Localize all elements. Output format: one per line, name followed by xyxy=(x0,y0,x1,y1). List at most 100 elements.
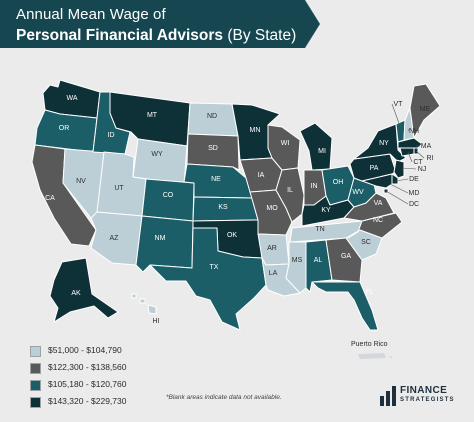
state-ma xyxy=(397,137,423,151)
leader-line-ri xyxy=(415,150,425,159)
legend-swatch xyxy=(30,346,41,357)
state-label-in: IN xyxy=(311,183,318,190)
state-label-mi: MI xyxy=(318,148,326,155)
leader-line-md xyxy=(389,183,409,194)
leader-lines xyxy=(385,103,425,205)
brand-name: FINANCE xyxy=(400,385,448,396)
state-label-ga: GA xyxy=(341,253,351,260)
footnote: *Blank areas indicate data not available… xyxy=(166,394,282,401)
title-banner: Annual Mean Wage of Personal Financial A… xyxy=(0,0,320,55)
state-label-tn: TN xyxy=(315,226,324,233)
state-ct xyxy=(399,147,415,157)
state-label-or: OR xyxy=(59,125,70,132)
state-label-ar: AR xyxy=(267,245,277,252)
state-label-az: AZ xyxy=(110,235,120,242)
finance-strategists-logo: FINANCE STRATEGISTS xyxy=(378,382,468,412)
state-label-dc: DC xyxy=(409,201,419,208)
state-label-hi: HI xyxy=(153,318,160,325)
states-layer xyxy=(31,79,441,331)
state-label-wv: WV xyxy=(352,189,364,196)
state-label-ky: KY xyxy=(321,207,331,214)
leader-line-ct xyxy=(407,151,413,163)
leader-line-dc xyxy=(385,190,409,205)
state-nj xyxy=(393,159,405,179)
state-label-pa: PA xyxy=(370,165,379,172)
state-label-ct: CT xyxy=(413,159,423,166)
state-tx xyxy=(149,227,267,331)
state-label-md: MD xyxy=(409,190,420,197)
state-label-nj: NJ xyxy=(418,166,427,173)
state-co xyxy=(141,178,195,222)
state-label-ma: MA xyxy=(421,143,432,150)
state-label-wy: WY xyxy=(151,151,163,158)
state-wy xyxy=(132,138,188,185)
state-nc xyxy=(347,212,403,239)
state-label-ut: UT xyxy=(114,185,124,192)
state-label-mn: MN xyxy=(250,127,261,134)
leader-line-vt xyxy=(391,103,401,127)
state-label-co: CO xyxy=(163,192,174,199)
state-ga xyxy=(325,237,363,283)
legend-label: $143,320 - $229,730 xyxy=(48,396,127,406)
state-label-wi: WI xyxy=(281,140,290,147)
state-label-ca: CA xyxy=(45,195,55,202)
state-label-de: DE xyxy=(409,176,419,183)
state-nm xyxy=(135,215,194,273)
state-label-me: ME xyxy=(420,106,431,113)
legend-label: $105,180 - $120,760 xyxy=(48,379,127,389)
state-label-ks: KS xyxy=(218,204,228,211)
state-label-ri: RI xyxy=(427,155,434,162)
state-hi xyxy=(131,293,157,315)
legend-swatch xyxy=(30,380,41,391)
state-md xyxy=(361,173,393,189)
legend-label: $51,000 - $104,790 xyxy=(48,345,122,355)
puerto-rico-label: Puerto Rico xyxy=(351,341,388,348)
state-label-nc: NC xyxy=(373,217,383,224)
title-line-1: Annual Mean Wage of xyxy=(16,6,166,23)
state-il xyxy=(275,167,305,223)
state-label-ne: NE xyxy=(211,176,221,183)
state-label-al: AL xyxy=(314,257,323,264)
leader-line-nh xyxy=(407,127,411,132)
legend-swatch xyxy=(30,397,41,408)
state-label-nm: NM xyxy=(155,235,166,242)
state-mi xyxy=(299,122,333,171)
state-label-wa: WA xyxy=(66,95,77,102)
logo-mark-icon xyxy=(380,386,396,406)
state-label-ms: MS xyxy=(292,257,303,264)
state-label-ny: NY xyxy=(379,140,389,147)
state-label-ak: AK xyxy=(71,290,81,297)
state-sd xyxy=(186,133,240,171)
title-bold: Personal Financial Advisors xyxy=(16,27,224,44)
state-label-la: LA xyxy=(269,270,278,277)
state-label-id: ID xyxy=(108,132,115,139)
state-label-il: IL xyxy=(287,187,293,194)
state-label-fl: FL xyxy=(366,289,374,296)
leader-line-de xyxy=(395,178,409,182)
state-label-mt: MT xyxy=(147,112,158,119)
puerto-rico-shape xyxy=(358,353,392,359)
state-label-ok: OK xyxy=(227,232,237,239)
state-label-sd: SD xyxy=(208,145,218,152)
state-label-tx: TX xyxy=(210,264,219,271)
brand-subtitle: STRATEGISTS xyxy=(400,397,455,403)
state-labels: WA OR CA NV ID MT WY UT AZ CO NM ND SD NE KS OK TX MN IA MO… xyxy=(45,95,433,325)
state-label-ia: IA xyxy=(258,172,265,179)
state-label-va: VA xyxy=(374,200,383,207)
state-label-oh: OH xyxy=(333,179,344,186)
state-label-sc: SC xyxy=(361,239,371,246)
state-label-nv: NV xyxy=(76,178,86,185)
state-label-mo: MO xyxy=(266,205,278,212)
title-rest: (By State) xyxy=(223,27,297,44)
state-ny xyxy=(353,123,407,163)
state-fl xyxy=(311,281,379,331)
leader-line-nj xyxy=(401,167,417,170)
legend-label: $122,300 - $138,560 xyxy=(48,362,127,372)
state-label-vt: VT xyxy=(394,101,404,108)
state-label-nd: ND xyxy=(207,113,217,120)
state-ak xyxy=(49,257,119,323)
state-label-nh: NH xyxy=(409,128,419,135)
title-line-2: Personal Financial Advisors (By State) xyxy=(16,27,296,45)
banner-shape xyxy=(0,0,320,48)
legend-swatch xyxy=(30,363,41,374)
